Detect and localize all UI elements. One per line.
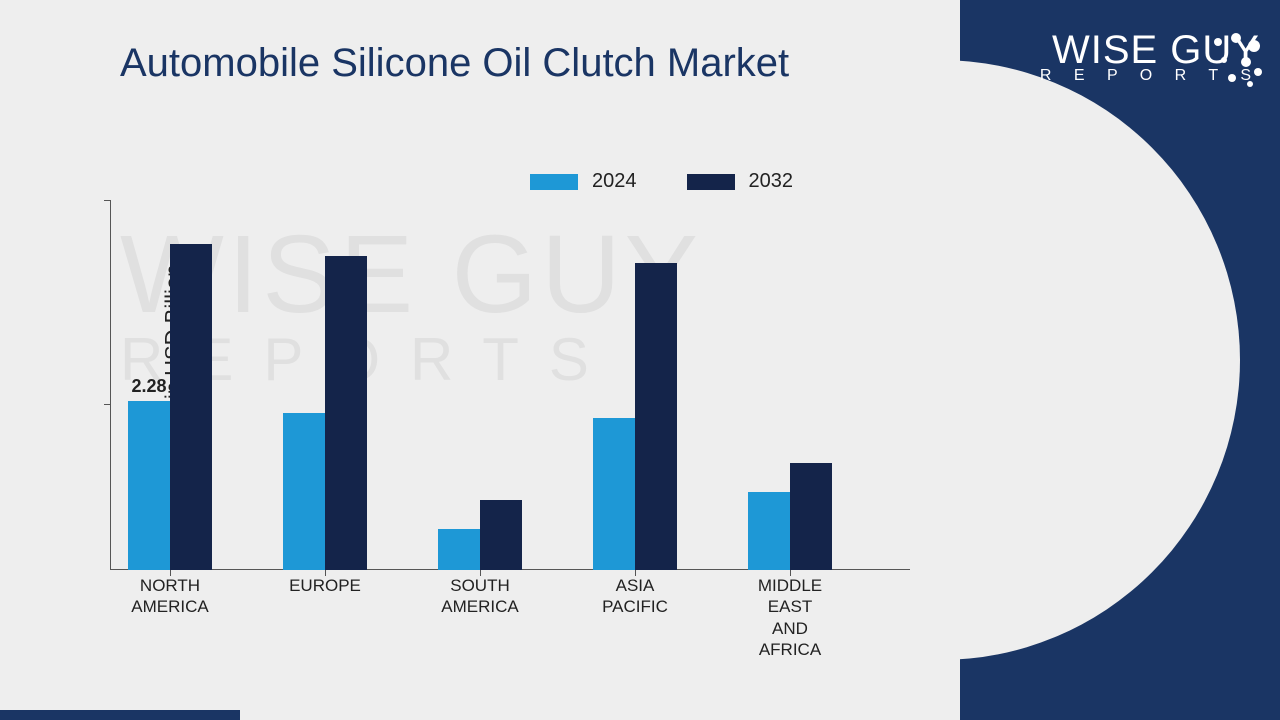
bottom-accent-bar bbox=[0, 710, 240, 720]
bar-2024 bbox=[438, 529, 480, 570]
x-axis-label: EUROPE bbox=[255, 575, 395, 596]
legend-swatch-2024 bbox=[530, 174, 578, 190]
y-tick bbox=[104, 200, 110, 201]
legend-item-2032: 2032 bbox=[687, 170, 794, 193]
bar-2024 bbox=[748, 492, 790, 570]
x-tick bbox=[170, 570, 171, 576]
y-axis-line bbox=[110, 200, 111, 570]
x-axis-label: ASIAPACIFIC bbox=[565, 575, 705, 618]
legend-item-2024: 2024 bbox=[530, 170, 637, 193]
bar-2032 bbox=[790, 463, 832, 570]
legend-swatch-2032 bbox=[687, 174, 735, 190]
bar-2032 bbox=[635, 263, 677, 570]
bar-2024 bbox=[593, 418, 635, 570]
x-tick bbox=[635, 570, 636, 576]
brand-sub: R E P O R T S bbox=[1040, 67, 1260, 85]
x-tick bbox=[480, 570, 481, 576]
chart-plot-area: 2.28 bbox=[110, 200, 910, 570]
x-tick bbox=[325, 570, 326, 576]
bar-2032 bbox=[325, 256, 367, 571]
x-axis-label: SOUTHAMERICA bbox=[410, 575, 550, 618]
x-axis-labels: NORTHAMERICAEUROPESOUTHAMERICAASIAPACIFI… bbox=[110, 575, 910, 695]
chart-title: Automobile Silicone Oil Clutch Market bbox=[120, 40, 789, 86]
x-tick bbox=[790, 570, 791, 576]
y-tick bbox=[104, 404, 110, 405]
legend: 2024 2032 bbox=[530, 170, 793, 193]
bar-2032 bbox=[480, 500, 522, 570]
x-axis-label: NORTHAMERICA bbox=[100, 575, 240, 618]
legend-label-2024: 2024 bbox=[592, 170, 637, 193]
page-root: WISE GUY R E P O R T S Automobile Silico… bbox=[0, 0, 1280, 720]
bar-value-label: 2.28 bbox=[131, 376, 166, 401]
legend-label-2032: 2032 bbox=[749, 170, 794, 193]
bar-2024: 2.28 bbox=[128, 401, 170, 570]
bar-2032 bbox=[170, 244, 212, 570]
brand-logo: WISE GUY R E P O R T S bbox=[1040, 28, 1260, 85]
bar-2024 bbox=[283, 413, 325, 570]
x-axis-label: MIDDLEEASTANDAFRICA bbox=[720, 575, 860, 660]
